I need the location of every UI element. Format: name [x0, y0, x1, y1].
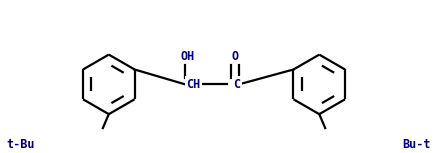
Text: CH: CH [186, 78, 200, 91]
Text: O: O [231, 50, 239, 63]
Text: Bu-t: Bu-t [402, 138, 430, 151]
Text: OH: OH [180, 50, 194, 63]
Text: t-Bu: t-Bu [7, 138, 35, 151]
Text: C: C [233, 78, 240, 91]
